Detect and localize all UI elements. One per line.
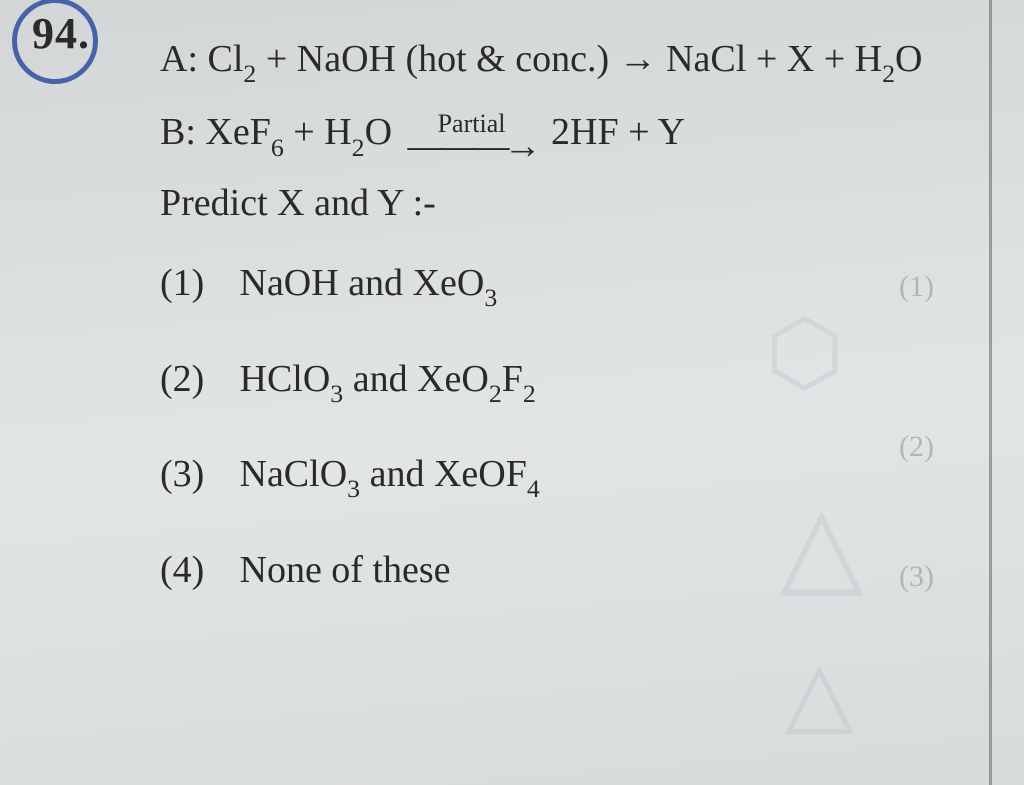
- option-4: (4) None of these: [160, 548, 974, 592]
- ghost-marker-3: (3): [899, 560, 934, 594]
- ghost-marker-1: (1): [899, 270, 934, 304]
- option-2-num: (2): [160, 357, 230, 401]
- option-2-text-a: HClO: [240, 358, 331, 400]
- option-1-sub: 3: [484, 283, 497, 312]
- option-3-text-a: NaClO: [240, 453, 348, 495]
- long-arrow-icon: ———→: [408, 133, 536, 160]
- question-number-wrap: 94.: [18, 8, 90, 59]
- option-3-text-b: and XeOF: [360, 453, 527, 495]
- equation-b: B: XeF6 + H2O Partial ———→ 2HF + Y: [160, 107, 974, 162]
- question-content: A: Cl2 + NaOH (hot & conc.) → NaCl + X +…: [160, 34, 974, 592]
- eq-a-cl-sub: 2: [243, 59, 256, 88]
- eq-b-prefix: B:: [160, 111, 196, 153]
- eq-b-rhs: 2HF + Y: [551, 111, 685, 153]
- eq-b-xef: XeF: [196, 111, 271, 153]
- option-4-text: None of these: [240, 549, 451, 591]
- predict-prompt: Predict X and Y :-: [160, 181, 974, 225]
- option-2: (2) HClO3 and XeO2F2: [160, 357, 974, 407]
- option-3-sub-b: 4: [527, 474, 540, 503]
- option-2-sub-a: 3: [330, 379, 343, 408]
- eq-a-cl: Cl: [208, 38, 244, 80]
- option-2-sub-b: 2: [489, 379, 502, 408]
- options-block: (1) NaOH and XeO3 (2) HClO3 and XeO2F2 (…: [160, 261, 974, 592]
- eq-b-h2o-o: O: [365, 111, 392, 153]
- eq-a-h2o-sub: 2: [882, 59, 895, 88]
- eq-b-plus: + H: [284, 111, 352, 153]
- eq-b-h2o-sub: 2: [352, 133, 365, 162]
- right-margin-rule: [989, 0, 992, 785]
- option-1-text: NaOH and XeO: [240, 262, 485, 304]
- option-1-num: (1): [160, 261, 230, 305]
- option-2-text-c: F: [502, 358, 523, 400]
- option-2-sub-c: 2: [523, 379, 536, 408]
- ghost-marker-2: (2): [899, 430, 934, 464]
- ghost-shape-icon: △: [785, 640, 854, 745]
- equation-a: A: Cl2 + NaOH (hot & conc.) → NaCl + X +…: [160, 34, 974, 89]
- option-1: (1) NaOH and XeO3: [160, 261, 974, 311]
- reaction-arrow: Partial ———→: [408, 111, 536, 160]
- option-2-text-b: and XeO: [343, 358, 489, 400]
- eq-a-h2o-o: O: [895, 38, 922, 80]
- eq-a-prefix: A:: [160, 38, 198, 80]
- option-3: (3) NaClO3 and XeOF4: [160, 452, 974, 502]
- page: 94. A: Cl2 + NaOH (hot & conc.) → NaCl +…: [0, 0, 1024, 785]
- option-3-num: (3): [160, 452, 230, 496]
- eq-b-xef-sub: 6: [271, 133, 284, 162]
- eq-a-mid: + NaOH (hot & conc.) → NaCl + X + H: [256, 38, 882, 80]
- hand-circle-icon: [12, 0, 98, 84]
- option-4-num: (4): [160, 548, 230, 592]
- option-3-sub-a: 3: [347, 474, 360, 503]
